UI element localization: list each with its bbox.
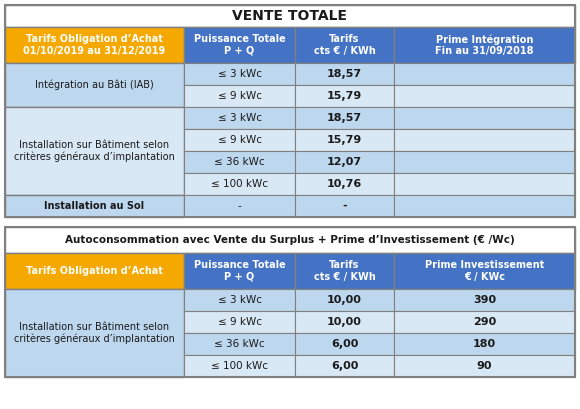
Bar: [184, 253, 295, 289]
Bar: [295, 289, 394, 311]
Bar: [184, 27, 295, 63]
Text: -: -: [342, 201, 347, 211]
Text: Puissance Totale
P + Q: Puissance Totale P + Q: [194, 34, 285, 56]
Bar: [394, 173, 575, 195]
Text: VENTE TOTALE: VENTE TOTALE: [233, 9, 347, 23]
Bar: [295, 27, 394, 63]
Bar: [295, 311, 394, 333]
Bar: [295, 107, 394, 129]
Text: Puissance Totale
P + Q: Puissance Totale P + Q: [194, 261, 285, 282]
Text: ≤ 9 kWc: ≤ 9 kWc: [218, 91, 262, 101]
Bar: [184, 195, 295, 217]
Text: 18,57: 18,57: [327, 69, 362, 79]
Bar: [5, 227, 575, 377]
Text: 12,07: 12,07: [327, 157, 362, 167]
Text: ≤ 9 kWc: ≤ 9 kWc: [218, 317, 262, 327]
Bar: [5, 107, 184, 195]
Text: Tarifs Obligation d’Achat: Tarifs Obligation d’Achat: [26, 266, 163, 276]
Bar: [394, 107, 575, 129]
Bar: [295, 253, 394, 289]
Bar: [394, 195, 575, 217]
Text: 18,57: 18,57: [327, 113, 362, 123]
Bar: [5, 63, 184, 107]
Text: Installation sur Bâtiment selon
critères généraux d’implantation: Installation sur Bâtiment selon critères…: [14, 322, 175, 344]
Bar: [295, 195, 394, 217]
Bar: [295, 333, 394, 355]
Bar: [394, 333, 575, 355]
Bar: [184, 333, 295, 355]
Text: 6,00: 6,00: [331, 361, 358, 371]
Text: 10,00: 10,00: [327, 295, 362, 305]
Bar: [394, 253, 575, 289]
Bar: [5, 253, 184, 289]
Text: 6,00: 6,00: [331, 339, 358, 349]
Bar: [5, 289, 184, 377]
Bar: [5, 27, 184, 63]
Bar: [184, 63, 295, 85]
Bar: [394, 85, 575, 107]
Text: Autoconsommation avec Vente du Surplus + Prime d’Investissement (€ /Wc): Autoconsommation avec Vente du Surplus +…: [65, 235, 515, 245]
Bar: [394, 311, 575, 333]
Text: 180: 180: [473, 339, 496, 349]
Text: 10,76: 10,76: [327, 179, 362, 189]
Text: -: -: [238, 201, 241, 211]
Text: ≤ 100 kWc: ≤ 100 kWc: [211, 361, 268, 371]
Bar: [184, 289, 295, 311]
Bar: [184, 311, 295, 333]
Bar: [5, 5, 575, 27]
Text: 390: 390: [473, 295, 496, 305]
Bar: [394, 63, 575, 85]
Bar: [394, 289, 575, 311]
Text: Prime Intégration
Fin au 31/09/2018: Prime Intégration Fin au 31/09/2018: [435, 34, 534, 56]
Text: Installation sur Bâtiment selon
critères généraux d’implantation: Installation sur Bâtiment selon critères…: [14, 140, 175, 162]
Text: 15,79: 15,79: [327, 135, 362, 145]
Text: ≤ 36 kWc: ≤ 36 kWc: [214, 157, 265, 167]
Bar: [295, 129, 394, 151]
Text: ≤ 3 kWc: ≤ 3 kWc: [218, 295, 262, 305]
Text: Prime Investissement
€ / KWc: Prime Investissement € / KWc: [425, 261, 544, 282]
Text: ≤ 3 kWc: ≤ 3 kWc: [218, 69, 262, 79]
Text: Tarifs
cts € / KWh: Tarifs cts € / KWh: [314, 34, 375, 56]
Bar: [184, 355, 295, 377]
Bar: [394, 151, 575, 173]
Bar: [394, 27, 575, 63]
Bar: [394, 355, 575, 377]
Bar: [5, 5, 575, 217]
Bar: [184, 107, 295, 129]
Text: ≤ 100 kWc: ≤ 100 kWc: [211, 179, 268, 189]
Bar: [394, 129, 575, 151]
Bar: [184, 129, 295, 151]
Text: ≤ 9 kWc: ≤ 9 kWc: [218, 135, 262, 145]
Bar: [295, 151, 394, 173]
Text: 90: 90: [477, 361, 492, 371]
Text: Tarifs
cts € / KWh: Tarifs cts € / KWh: [314, 261, 375, 282]
Bar: [5, 227, 575, 253]
Text: ≤ 3 kWc: ≤ 3 kWc: [218, 113, 262, 123]
Text: 10,00: 10,00: [327, 317, 362, 327]
Bar: [295, 173, 394, 195]
Text: Installation au Sol: Installation au Sol: [45, 201, 144, 211]
Text: Tarifs Obligation d’Achat
01/10/2019 au 31/12/2019: Tarifs Obligation d’Achat 01/10/2019 au …: [23, 34, 166, 56]
Text: 290: 290: [473, 317, 496, 327]
Bar: [295, 85, 394, 107]
Text: ≤ 36 kWc: ≤ 36 kWc: [214, 339, 265, 349]
Bar: [184, 151, 295, 173]
Text: Intégration au Bâti (IAB): Intégration au Bâti (IAB): [35, 80, 154, 90]
Bar: [5, 195, 184, 217]
Bar: [184, 173, 295, 195]
Text: 15,79: 15,79: [327, 91, 362, 101]
Bar: [184, 85, 295, 107]
Bar: [295, 63, 394, 85]
Bar: [295, 355, 394, 377]
